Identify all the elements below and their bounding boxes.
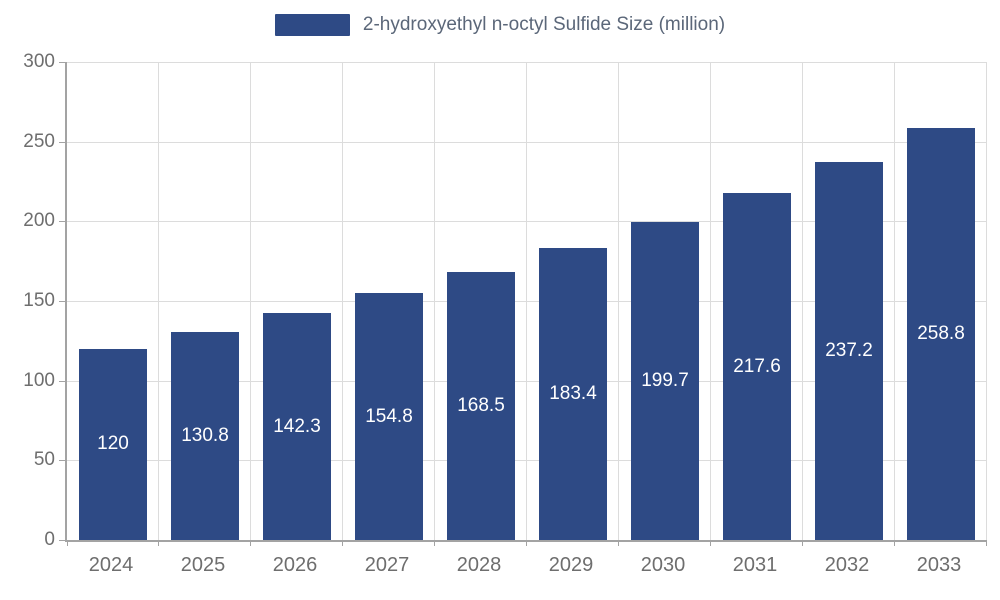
y-tick-label: 200 [23,210,55,232]
x-gridline [250,62,251,540]
bar-value-label: 154.8 [365,405,413,427]
x-tick-label: 2028 [456,554,502,576]
x-gridline [710,62,711,540]
y-gridline [67,380,987,382]
x-gridline [158,62,159,540]
y-axis-tick [59,62,65,63]
legend-swatch[interactable] [274,14,350,36]
x-gridline [526,62,527,540]
y-gridline [67,62,987,63]
bar: 168.5 [447,271,515,540]
y-axis-tick [59,301,65,302]
y-tick-label: 150 [23,290,55,311]
x-tick-label: 2027 [364,554,410,576]
legend: 2-hydroxyethyl n-octyl Sulfide Size (mil… [0,14,1000,36]
bar-value-label: 217.6 [733,355,781,377]
x-tick-label: 2024 [88,554,134,576]
y-axis-tick [59,221,65,223]
bar: 154.8 [355,293,423,540]
x-axis-tick [342,540,343,546]
legend-label[interactable]: 2-hydroxyethyl n-octyl Sulfide Size (mil… [362,14,726,35]
y-tick-label: 0 [44,529,55,550]
x-axis-tick [894,540,895,546]
x-tick-label: 2031 [732,554,778,576]
bar: 217.6 [723,193,791,540]
bar-value-label: 130.8 [181,424,229,446]
y-axis-tick [59,380,65,382]
x-axis-tick [710,540,711,546]
plot-area: 120 130.8 142.3 154.8 168.5 183.4 199.7 217.6 23… [59,62,987,546]
x-axis-tick [434,540,435,546]
bar: 258.8 [907,127,975,540]
x-tick-label: 2025 [180,554,226,576]
bar-value-label: 237.2 [825,340,873,362]
x-axis-tick [986,540,987,546]
bar: 183.4 [539,247,607,540]
bar-value-label: 183.4 [549,382,597,404]
x-tick-label: 2030 [640,554,686,576]
bar: 199.7 [631,221,699,540]
y-gridline [67,460,987,462]
y-tick-label: 100 [23,369,55,391]
bar-value-label: 142.3 [273,415,321,437]
x-axis-tick [158,540,159,546]
x-gridline [802,62,803,540]
y-axis-tick [59,540,65,541]
x-tick-label: 2032 [824,554,870,576]
y-gridline [67,221,987,223]
x-tick-label: 2033 [916,554,962,576]
x-gridline [342,62,343,540]
y-axis-tick [59,460,65,462]
bar: 237.2 [815,162,883,540]
y-tick-label: 300 [23,51,55,72]
x-tick-label: 2026 [272,554,318,576]
x-axis-tick [618,540,619,546]
x-axis-tick [526,540,527,546]
bar: 120 [79,348,147,540]
bar: 130.8 [171,331,239,540]
bar-value-label: 168.5 [457,394,505,416]
bar-value-label: 120 [97,433,129,455]
x-gridline [894,62,895,540]
x-tick-label: 2029 [548,554,594,576]
x-gridline [986,62,987,540]
x-axis-tick [250,540,251,546]
y-gridline [67,301,987,302]
x-axis-tick [802,540,803,546]
x-axis-tick [67,540,68,546]
bar: 142.3 [263,313,331,540]
y-tick-label: 50 [33,449,55,471]
bar-value-label: 258.8 [917,322,965,344]
y-tick-label: 250 [23,130,55,152]
bar-value-label: 199.7 [641,369,689,391]
x-gridline [434,62,435,540]
y-axis-tick [59,141,65,143]
y-gridline [67,141,987,143]
x-gridline [618,62,619,540]
